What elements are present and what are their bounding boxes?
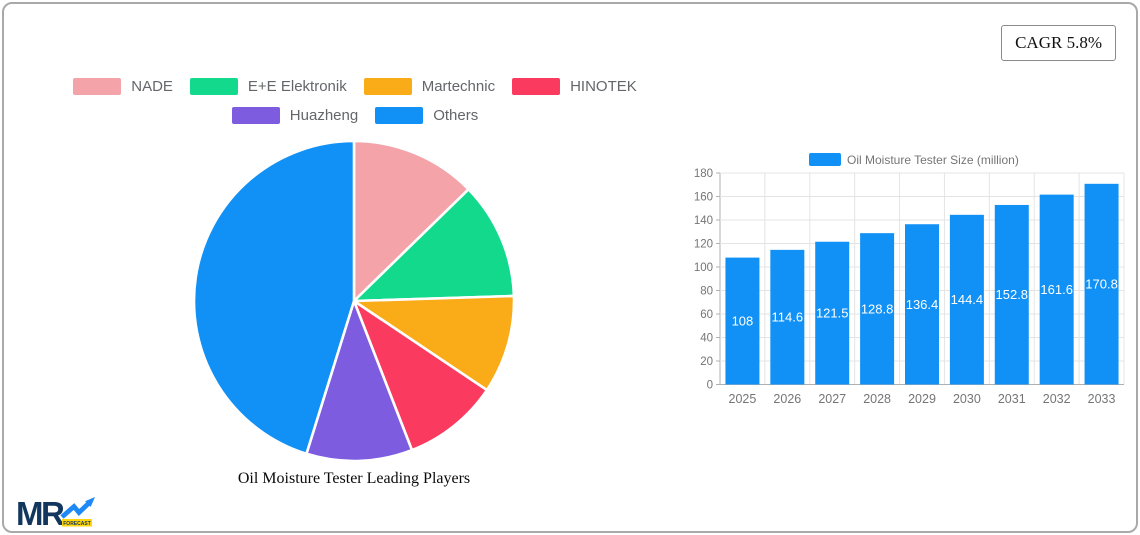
bar-value-label: 128.8 <box>861 301 894 316</box>
bar-value-label: 121.5 <box>816 306 849 321</box>
legend-item-huazheng[interactable]: Huazheng <box>231 107 359 124</box>
bar-2032[interactable] <box>1039 194 1074 385</box>
bar-value-label: 136.4 <box>906 297 939 312</box>
bar-value-label: 114.6 <box>772 310 804 325</box>
legend-item-others[interactable]: Others <box>375 107 478 124</box>
pie-slice-martechnic[interactable] <box>352 294 516 392</box>
pie-legend: NADE E+E Elektronik Martechnic HINOTEK Huazh… <box>34 78 676 124</box>
pie-slice-hinotek[interactable] <box>352 299 489 452</box>
legend-swatch <box>375 107 424 124</box>
bar-2025[interactable] <box>725 257 760 385</box>
y-tick-label: 80 <box>700 286 713 298</box>
legend-swatch <box>231 107 280 124</box>
pie-slice-nade[interactable] <box>352 139 470 303</box>
bar-legend-swatch[interactable] <box>809 153 841 166</box>
y-tick-label: 60 <box>700 309 713 321</box>
legend-label: Martechnic <box>421 78 496 95</box>
bar-2030[interactable] <box>949 214 984 385</box>
logo-badge-text: FORECAST <box>63 521 91 527</box>
y-tick-label: 180 <box>694 168 713 180</box>
legend-swatch <box>512 78 561 95</box>
bar-2029[interactable] <box>905 224 939 385</box>
bar-value-label: 108 <box>732 314 754 329</box>
y-tick-label: 40 <box>700 333 713 345</box>
y-tick-label: 160 <box>694 192 713 204</box>
legend-item-hinotek[interactable]: HINOTEK <box>512 78 637 95</box>
x-tick-label: 2025 <box>729 392 757 406</box>
legend-item-e-e-elektronik[interactable]: E+E Elektronik <box>189 78 347 95</box>
pie-chart-title: Oil Moisture Tester Leading Players <box>237 470 471 487</box>
legend-label: E+E Elektronik <box>247 78 347 95</box>
bar-value-label: 170.8 <box>1085 277 1118 292</box>
legend-label: Huazheng <box>289 107 359 124</box>
y-tick-label: 140 <box>694 215 713 227</box>
cagr-badge: CAGR 5.8% <box>1001 25 1116 61</box>
bar-2033[interactable] <box>1084 183 1119 385</box>
bar-2026[interactable] <box>770 249 805 385</box>
x-tick-label: 2030 <box>953 392 981 406</box>
bar-chart: Oil Moisture Tester Size (million) 0 20 40 6… <box>694 153 1125 406</box>
legend-item-nade[interactable]: NADE <box>73 78 173 95</box>
x-tick-label: 2026 <box>773 392 801 406</box>
legend-swatch <box>73 78 122 95</box>
x-tick-label: 2028 <box>863 392 891 406</box>
logo-arrowhead-icon <box>85 497 95 507</box>
y-tick-label: 100 <box>694 262 713 274</box>
legend-item-martechnic[interactable]: Martechnic <box>363 78 496 95</box>
logo-text: MR <box>16 495 65 532</box>
logo-arrow-icon <box>60 501 91 519</box>
legend-swatch <box>363 78 412 95</box>
pie-slice-huazheng[interactable] <box>305 299 414 463</box>
bar-value-label: 144.4 <box>951 292 984 307</box>
y-tick-label: 120 <box>694 239 713 251</box>
pie-slice-e-e-elektronik[interactable] <box>352 187 516 303</box>
y-tick-label: 0 <box>707 380 713 392</box>
legend-label: HINOTEK <box>570 78 637 95</box>
bar-2027[interactable] <box>815 241 850 385</box>
pie-chart <box>192 139 516 463</box>
y-tick-label: 20 <box>700 356 713 368</box>
legend-label: NADE <box>131 78 173 95</box>
x-tick-label: 2029 <box>908 392 936 406</box>
logo-badge-bg <box>62 519 92 527</box>
legend-swatch <box>189 78 238 95</box>
pie-slice-others[interactable] <box>192 139 356 456</box>
bar-value-label: 161.6 <box>1040 282 1073 297</box>
legend-label: Others <box>433 107 479 124</box>
bar-value-label: 152.8 <box>996 287 1029 302</box>
bar-2031[interactable] <box>994 204 1029 385</box>
bar-2028[interactable] <box>860 233 895 385</box>
bar-legend-label: Oil Moisture Tester Size (million) <box>847 153 1019 167</box>
x-tick-label: 2033 <box>1088 392 1116 406</box>
x-tick-label: 2031 <box>998 392 1026 406</box>
x-tick-label: 2027 <box>818 392 846 406</box>
brand-logo: MR FORECAST <box>16 495 95 532</box>
x-tick-label: 2032 <box>1043 392 1071 406</box>
